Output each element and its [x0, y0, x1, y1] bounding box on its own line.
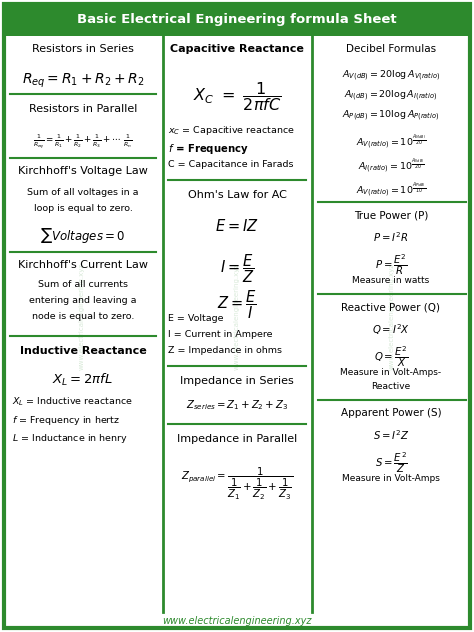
Text: $P = \dfrac{E^2}{R}$: $P = \dfrac{E^2}{R}$: [375, 252, 407, 277]
Text: Impedance in Parallel: Impedance in Parallel: [177, 434, 297, 444]
Text: $I = \dfrac{E}{Z}$: $I = \dfrac{E}{Z}$: [220, 252, 254, 284]
Text: $Z_{series} = Z_1 + Z_2 + Z_3$: $Z_{series} = Z_1 + Z_2 + Z_3$: [186, 398, 288, 412]
Text: Ohm's Law for AC: Ohm's Law for AC: [188, 190, 286, 200]
Text: $L$ = Inductance in henry: $L$ = Inductance in henry: [12, 432, 128, 445]
Text: Reactive: Reactive: [371, 382, 410, 391]
Text: $R_{eq} = R_1+R_2+R_2$: $R_{eq} = R_1+R_2+R_2$: [22, 72, 144, 90]
Text: Sum of all voltages in a: Sum of all voltages in a: [27, 188, 139, 197]
Text: www.electricalengineering.xyz: www.electricalengineering.xyz: [389, 262, 395, 370]
Text: $A_{V(dB)} = 20\log A_{V(ratio)}$: $A_{V(dB)} = 20\log A_{V(ratio)}$: [342, 68, 440, 83]
Text: Kirchhoff's Current Law: Kirchhoff's Current Law: [18, 260, 148, 270]
Text: $f$ = Frequency: $f$ = Frequency: [168, 142, 249, 156]
Text: Resistors in Parallel: Resistors in Parallel: [29, 104, 137, 114]
Text: www.electricalengineering.xyz: www.electricalengineering.xyz: [234, 262, 240, 370]
Text: E = Voltage: E = Voltage: [168, 314, 224, 323]
Text: Z = Impedance in ohms: Z = Impedance in ohms: [168, 346, 282, 355]
Text: $Q = \dfrac{E^2}{X}$: $Q = \dfrac{E^2}{X}$: [374, 344, 408, 369]
Text: $Z = \dfrac{E}{I}$: $Z = \dfrac{E}{I}$: [217, 288, 257, 320]
Text: Inductive Reactance: Inductive Reactance: [19, 346, 146, 356]
Text: www.electricalengineering.xyz: www.electricalengineering.xyz: [79, 262, 85, 370]
Text: C = Capacitance in Farads: C = Capacitance in Farads: [168, 160, 293, 169]
Text: Reactive Power (Q): Reactive Power (Q): [341, 302, 440, 312]
Text: Basic Electrical Engineering formula Sheet: Basic Electrical Engineering formula She…: [77, 13, 397, 27]
Text: $E = IZ$: $E = IZ$: [215, 218, 259, 234]
Text: $S = \dfrac{E^2}{Z}$: $S = \dfrac{E^2}{Z}$: [374, 450, 408, 475]
Text: $A_{I(dB)} = 20\log A_{I(ratio)}$: $A_{I(dB)} = 20\log A_{I(ratio)}$: [344, 88, 438, 103]
Text: Decibel Formulas: Decibel Formulas: [346, 44, 436, 54]
Text: $S = I^2Z$: $S = I^2Z$: [373, 428, 409, 442]
Text: www.electricalengineering.xyz: www.electricalengineering.xyz: [162, 616, 312, 626]
Text: $A_{V(ratio)} = 10^{\frac{A_{P(dB)}}{10}}$: $A_{V(ratio)} = 10^{\frac{A_{P(dB)}}{10}…: [356, 180, 426, 200]
Text: entering and leaving a: entering and leaving a: [29, 296, 137, 305]
Text: Measure in watts: Measure in watts: [352, 276, 429, 285]
Text: $X_L$ = Inductive reactance: $X_L$ = Inductive reactance: [12, 396, 133, 408]
Text: Sum of all currents: Sum of all currents: [38, 280, 128, 289]
Text: $x_C$ = Capacitive reactance: $x_C$ = Capacitive reactance: [168, 124, 295, 137]
Text: $f$ = Frequency in hertz: $f$ = Frequency in hertz: [12, 414, 120, 427]
Text: I = Current in Ampere: I = Current in Ampere: [168, 330, 273, 339]
Text: Kirchhoff's Voltage Law: Kirchhoff's Voltage Law: [18, 166, 148, 176]
Text: $\sum Voltages = 0$: $\sum Voltages = 0$: [40, 226, 126, 245]
Text: loop is equal to zero.: loop is equal to zero.: [34, 204, 132, 213]
Text: Measure in Volt-Amps-: Measure in Volt-Amps-: [340, 368, 442, 377]
Text: Apparent Power (S): Apparent Power (S): [341, 408, 441, 418]
Text: True Power (P): True Power (P): [354, 210, 428, 220]
Text: $A_{I(ratio)} = 10^{\frac{A_{I(dB)}}{20}}$: $A_{I(ratio)} = 10^{\frac{A_{I(dB)}}{20}…: [358, 156, 424, 176]
Text: $A_{V(ratio)} = 10^{\frac{A_{V(dB)}}{20}}$: $A_{V(ratio)} = 10^{\frac{A_{V(dB)}}{20}…: [356, 132, 426, 152]
Text: $\frac{1}{R_{eq}} = \frac{1}{R_1} + \frac{1}{R_2} + \frac{1}{R_3} + \cdots\ \fra: $\frac{1}{R_{eq}} = \frac{1}{R_1} + \fra…: [33, 132, 133, 150]
Text: $X_C\ =\ \dfrac{1}{2\pi fC}$: $X_C\ =\ \dfrac{1}{2\pi fC}$: [193, 80, 281, 113]
Text: $Z_{paraliei} = \dfrac{1}{\dfrac{1}{Z_1} + \dfrac{1}{Z_2} + \dfrac{1}{Z_3}}$: $Z_{paraliei} = \dfrac{1}{\dfrac{1}{Z_1}…: [181, 466, 293, 502]
Text: Resistors in Series: Resistors in Series: [32, 44, 134, 54]
Text: $Q = I^2X$: $Q = I^2X$: [372, 322, 410, 337]
Text: Capacitive Reactance: Capacitive Reactance: [170, 44, 304, 54]
Text: $X_L = 2\pi fL$: $X_L = 2\pi fL$: [53, 372, 114, 388]
Text: $A_{P(dB)} = 10\log A_{P(ratio)}$: $A_{P(dB)} = 10\log A_{P(ratio)}$: [342, 108, 440, 123]
Text: Measure in Volt-Amps: Measure in Volt-Amps: [342, 474, 440, 483]
Bar: [4, 4, 470, 36]
Text: Impedance in Series: Impedance in Series: [180, 376, 294, 386]
Text: $P = I^2R$: $P = I^2R$: [374, 230, 409, 244]
Text: node is equal to zero.: node is equal to zero.: [32, 312, 134, 321]
